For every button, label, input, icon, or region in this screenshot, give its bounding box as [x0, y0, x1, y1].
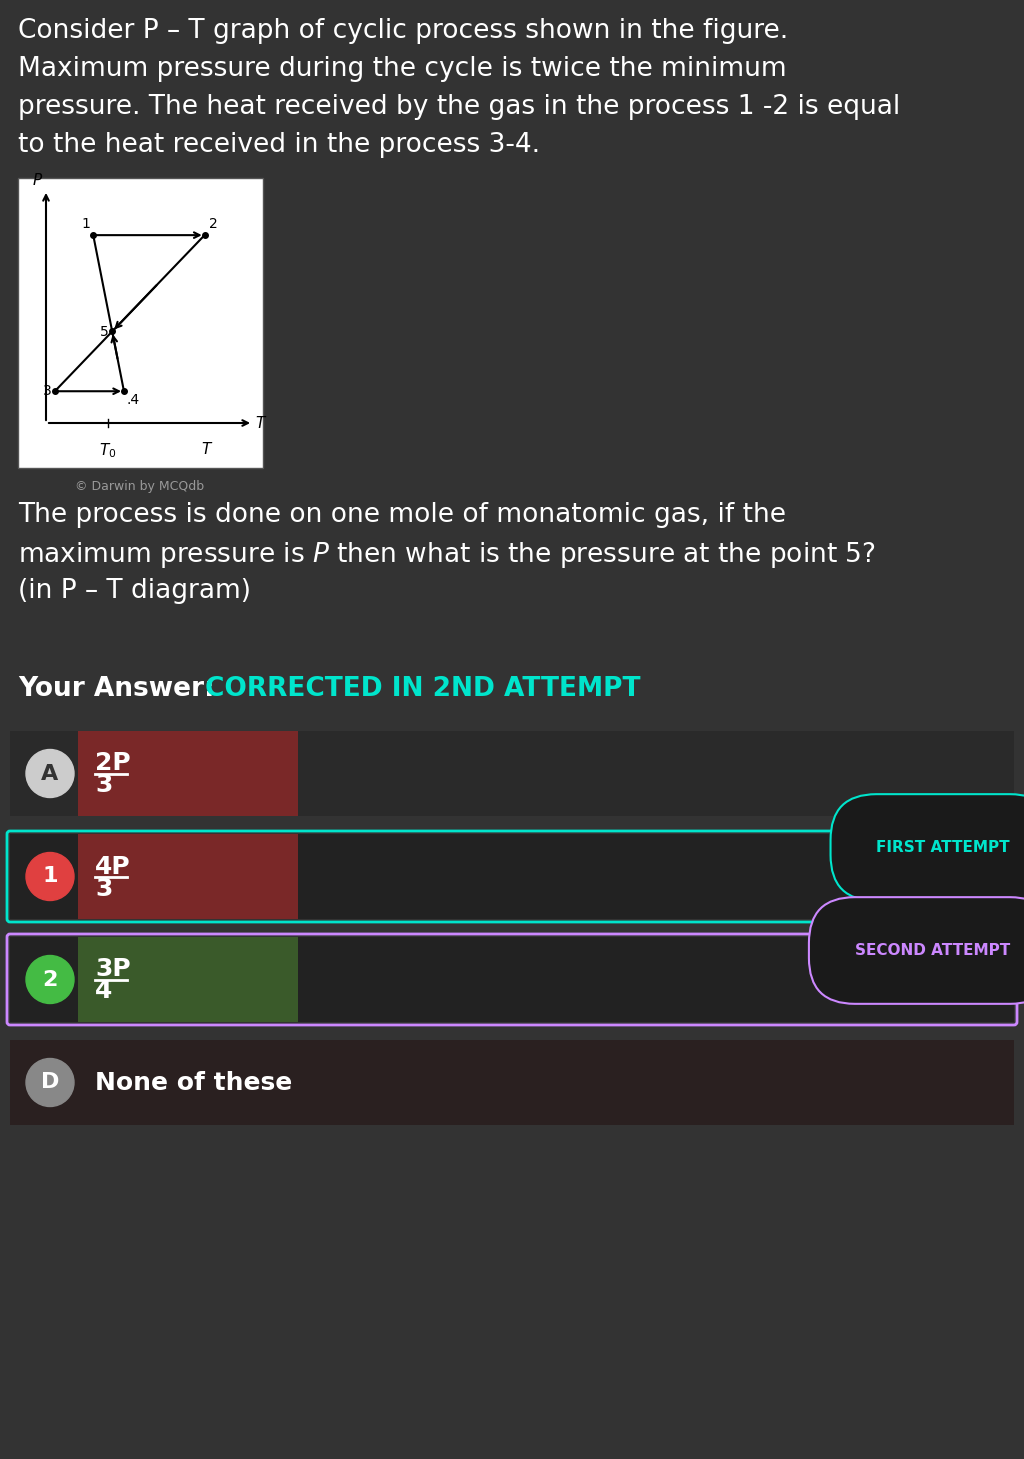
- Text: 5: 5: [99, 325, 109, 340]
- Bar: [10, 731, 1014, 816]
- Circle shape: [26, 852, 74, 900]
- Text: D: D: [41, 1072, 59, 1093]
- Text: $P$: $P$: [32, 172, 43, 188]
- Text: pressure. The heat received by the gas in the process 1 -2 is equal: pressure. The heat received by the gas i…: [18, 93, 900, 120]
- Text: The process is done on one mole of monatomic gas, if the: The process is done on one mole of monat…: [18, 502, 786, 528]
- Text: © Darwin by MCQdb: © Darwin by MCQdb: [76, 480, 205, 493]
- Text: maximum pressure is $P$ then what is the pressure at the point 5?: maximum pressure is $P$ then what is the…: [18, 540, 876, 570]
- Text: None of these: None of these: [95, 1071, 292, 1094]
- Text: Maximum pressure during the cycle is twice the minimum: Maximum pressure during the cycle is twi…: [18, 55, 786, 82]
- Bar: [78, 835, 298, 919]
- Bar: [10, 1040, 1014, 1125]
- Text: $T_0$: $T_0$: [99, 441, 117, 460]
- Bar: [18, 178, 263, 468]
- Text: 4: 4: [95, 979, 113, 1004]
- Text: 2: 2: [42, 969, 57, 989]
- Circle shape: [26, 750, 74, 798]
- Text: 2P: 2P: [95, 751, 131, 776]
- Bar: [10, 937, 1014, 1021]
- Circle shape: [26, 1058, 74, 1106]
- Text: (in P – T diagram): (in P – T diagram): [18, 578, 251, 604]
- Circle shape: [26, 956, 74, 1004]
- Text: Consider P – T graph of cyclic process shown in the figure.: Consider P – T graph of cyclic process s…: [18, 18, 788, 44]
- Text: to the heat received in the process 3-4.: to the heat received in the process 3-4.: [18, 131, 540, 158]
- Text: $T$: $T$: [202, 441, 214, 457]
- Bar: [78, 731, 298, 816]
- Text: SECOND ATTEMPT: SECOND ATTEMPT: [855, 943, 1010, 959]
- Text: Your Answer:: Your Answer:: [18, 676, 215, 702]
- Bar: [78, 937, 298, 1021]
- Text: $T$: $T$: [255, 414, 267, 430]
- Text: 4P: 4P: [95, 855, 131, 878]
- Text: 3: 3: [43, 384, 52, 398]
- Text: 3: 3: [95, 773, 113, 798]
- Text: 3: 3: [95, 877, 113, 900]
- Text: FIRST ATTEMPT: FIRST ATTEMPT: [877, 840, 1010, 855]
- Text: 1: 1: [42, 867, 57, 887]
- Text: .4: .4: [127, 394, 140, 407]
- Text: 2: 2: [209, 217, 217, 231]
- Text: CORRECTED IN 2ND ATTEMPT: CORRECTED IN 2ND ATTEMPT: [205, 676, 640, 702]
- Text: 1: 1: [81, 217, 90, 231]
- Text: 3P: 3P: [95, 957, 131, 982]
- Text: A: A: [41, 763, 58, 783]
- Bar: [10, 835, 1014, 919]
